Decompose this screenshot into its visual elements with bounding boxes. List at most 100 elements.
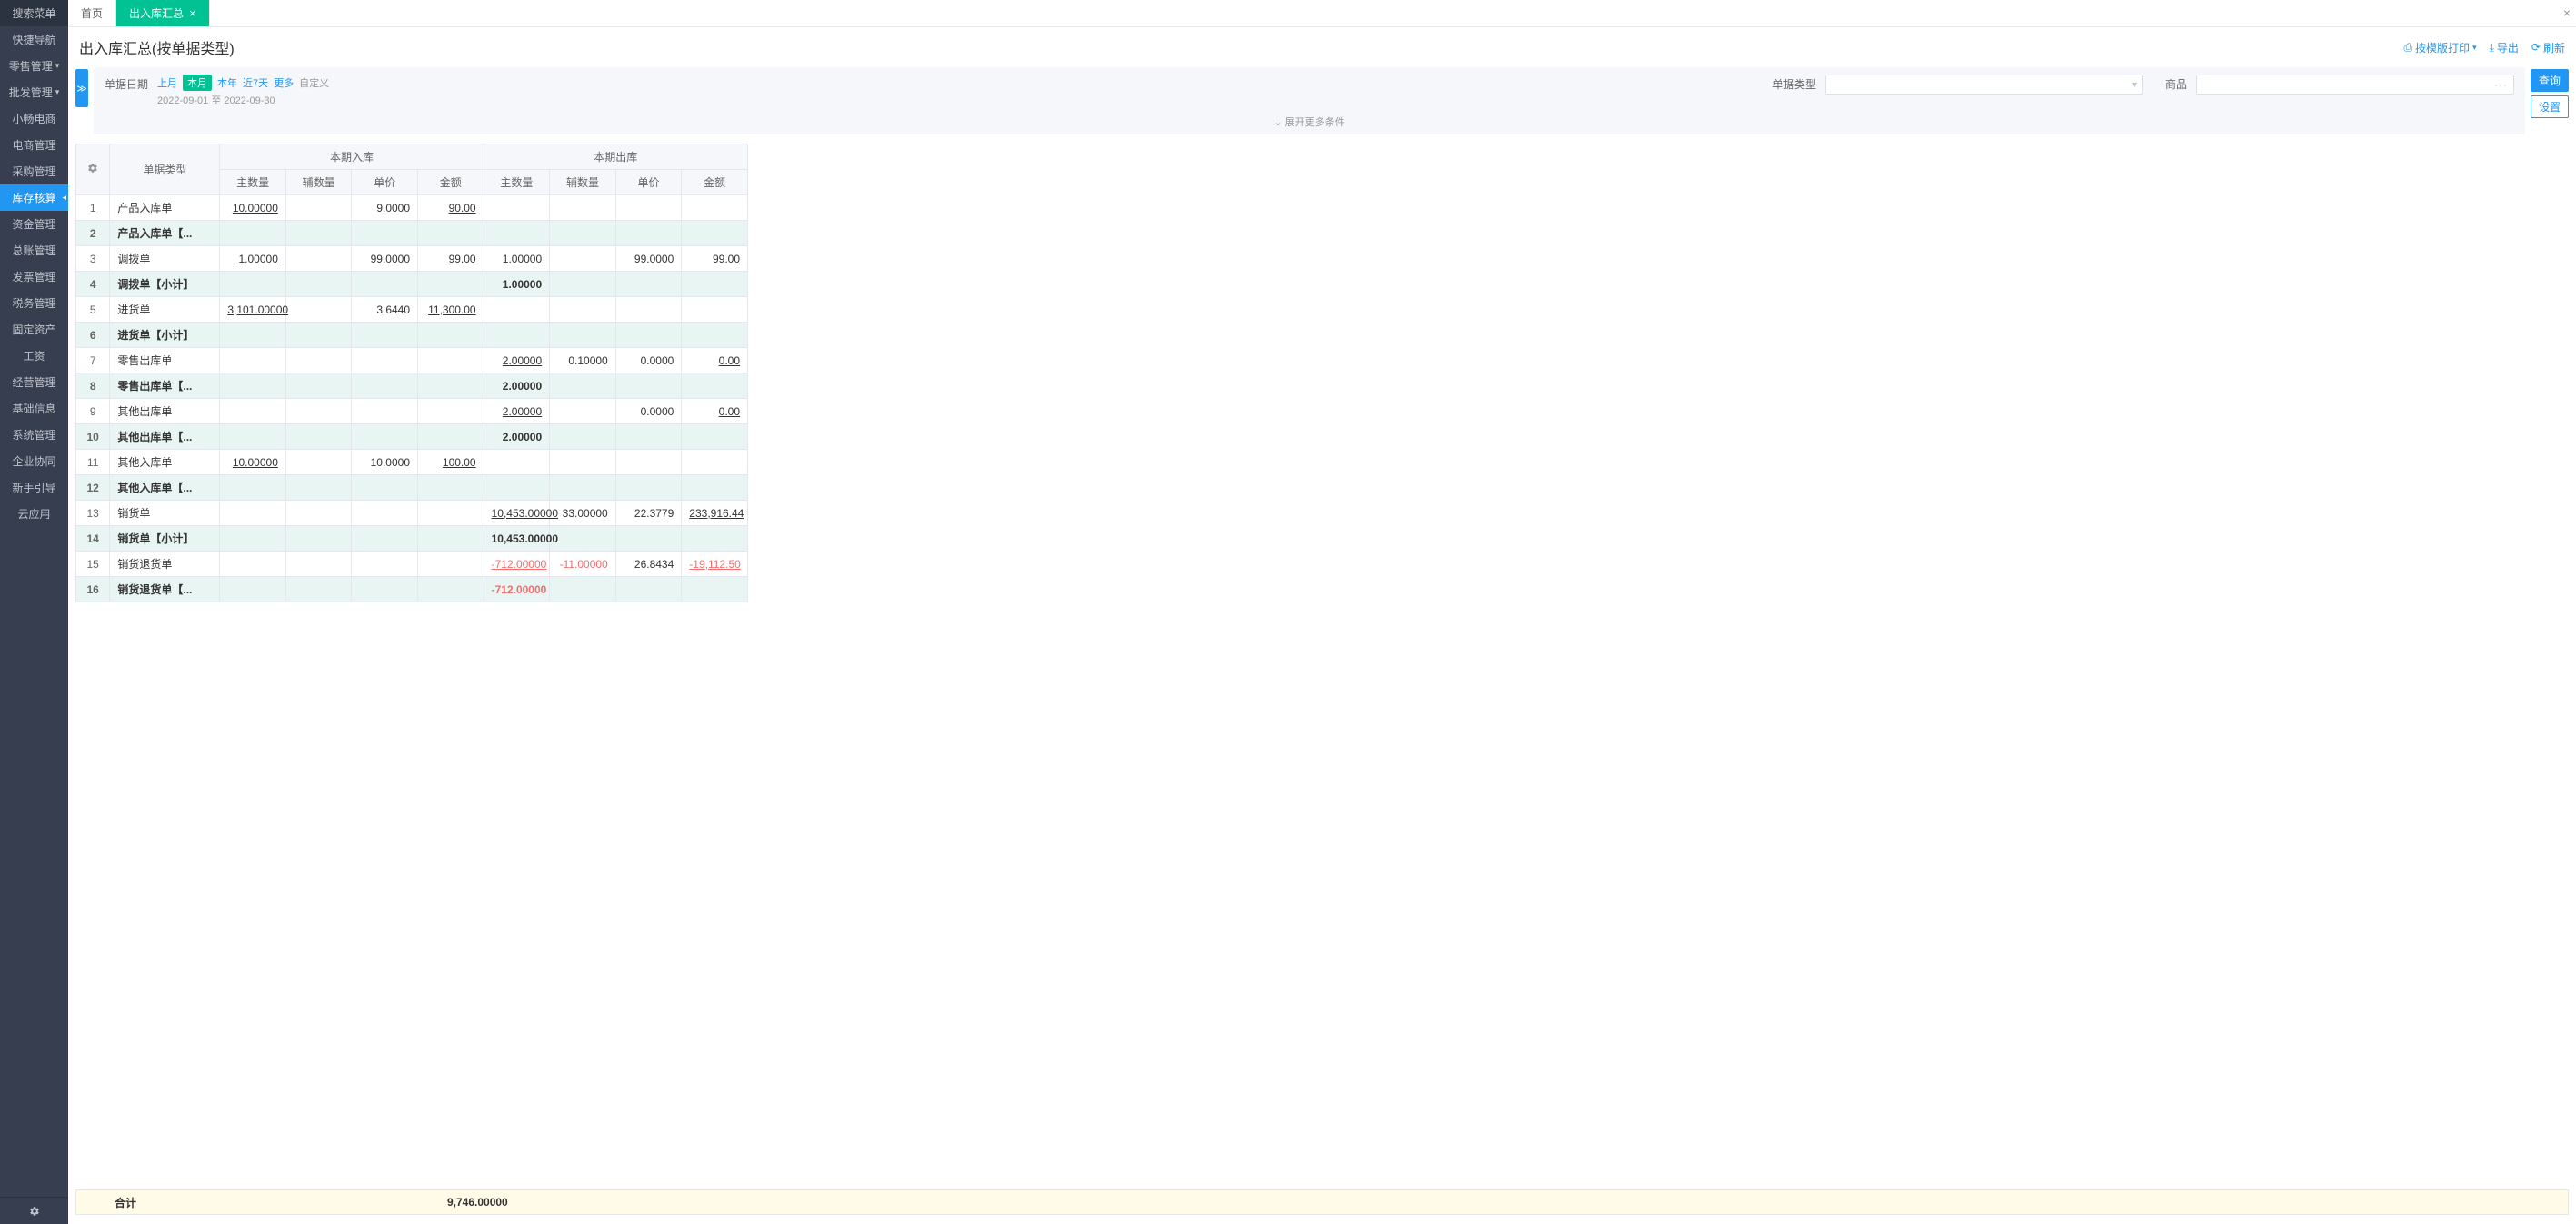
sidebar-item-label: 新手引导 [12, 480, 55, 495]
sidebar-item-1[interactable]: 快捷导航 [0, 26, 68, 53]
settings-button[interactable]: 设置 [2531, 95, 2569, 118]
close-all-icon[interactable]: × [2563, 5, 2571, 20]
table-cell: 3.6440 [352, 297, 418, 323]
tab-close-icon[interactable]: × [189, 6, 196, 20]
table-cell[interactable]: 1.00000 [484, 246, 550, 272]
expand-filters-button[interactable]: ⌄ 展开更多条件 [105, 111, 2514, 134]
table-cell[interactable]: 1.00000 [220, 246, 286, 272]
sidebar-item-0[interactable]: 搜索菜单 [0, 0, 68, 26]
date-opt-thisyear[interactable]: 本年 [217, 75, 237, 90]
date-opt-lastmonth[interactable]: 上月 [157, 75, 177, 90]
filter-product-input[interactable]: ··· [2196, 75, 2514, 95]
sidebar-item-6[interactable]: 采购管理 [0, 158, 68, 184]
table-cell [285, 552, 352, 577]
sidebar-item-17[interactable]: 企业协同 [0, 448, 68, 474]
table-cell [352, 526, 418, 552]
table-cell [352, 552, 418, 577]
collapse-filter-button[interactable]: ≫ [75, 69, 88, 107]
table-cell[interactable]: 11,300.00 [418, 297, 484, 323]
table-cell: 零售出库单 [110, 348, 220, 373]
table-cell [220, 501, 286, 526]
table-cell[interactable]: 100.00 [418, 450, 484, 475]
table-cell[interactable]: 10.00000 [220, 450, 286, 475]
table-cell [550, 373, 616, 399]
sidebar-item-4[interactable]: 小畅电商 [0, 105, 68, 132]
search-button[interactable]: 查询 [2531, 69, 2569, 92]
date-opt-recent7[interactable]: 近7天 [243, 75, 268, 90]
chevron-down-icon: ▾ [2132, 80, 2137, 90]
table-cell[interactable]: 3,101.00000 [220, 297, 286, 323]
table-cell [615, 526, 682, 552]
sidebar-item-19[interactable]: 云应用 [0, 501, 68, 527]
sidebar-item-label: 基础信息 [12, 401, 55, 416]
page-header-actions: ⎙ 按模版打印 ▾ ⤓ 导出 ⟳ 刷新 [2403, 40, 2565, 55]
tabs: 首页 出入库汇总 × × [68, 0, 2576, 27]
table-row: 3调拨单1.0000099.000099.001.0000099.000099.… [76, 246, 748, 272]
table-cell [550, 323, 616, 348]
date-opt-more[interactable]: 更多 [274, 75, 294, 90]
date-opt-thismonth[interactable]: 本月 [183, 75, 212, 91]
sidebar-item-15[interactable]: 基础信息 [0, 395, 68, 422]
table-cell [550, 272, 616, 297]
table-cell [484, 475, 550, 501]
table-cell [418, 577, 484, 602]
table-cell[interactable]: 2.00000 [484, 348, 550, 373]
main: 首页 出入库汇总 × × 出入库汇总(按单据类型) ⎙ 按模版打印 ▾ ⤓ 导出 [68, 0, 2576, 1224]
table-cell[interactable]: 0.00 [682, 399, 748, 424]
table-cell[interactable]: 10.00000 [220, 195, 286, 221]
table-cell [615, 373, 682, 399]
sidebar-item-16[interactable]: 系统管理 [0, 422, 68, 448]
table-cell[interactable]: 0.00 [682, 348, 748, 373]
table-cell [682, 272, 748, 297]
table-row: 13销货单10,453.0000033.0000022.3779233,916.… [76, 501, 748, 526]
print-button[interactable]: ⎙ 按模版打印 ▾ [2403, 40, 2476, 55]
table-row: 9其他出库单2.000000.00000.00 [76, 399, 748, 424]
sidebar-item-9[interactable]: 总账管理 [0, 237, 68, 264]
table-row: 10其他出库单【...2.00000 [76, 424, 748, 450]
table-cell [352, 501, 418, 526]
sidebar-item-14[interactable]: 经营管理 [0, 369, 68, 395]
table-cell[interactable]: 2.00000 [484, 399, 550, 424]
export-button[interactable]: ⤓ 导出 [2490, 40, 2519, 55]
sidebar-item-label: 电商管理 [12, 137, 55, 153]
table-cell [220, 348, 286, 373]
sidebar-item-13[interactable]: 工资 [0, 343, 68, 369]
sidebar-item-7[interactable]: 库存核算◂ [0, 184, 68, 211]
table-cell [220, 577, 286, 602]
tab-active[interactable]: 出入库汇总 × [116, 0, 210, 26]
table-cell[interactable]: 90.00 [418, 195, 484, 221]
filter-date-label: 单据日期 [105, 75, 148, 92]
sidebar-item-12[interactable]: 固定资产 [0, 316, 68, 343]
table-cell [285, 272, 352, 297]
refresh-button[interactable]: ⟳ 刷新 [2531, 40, 2565, 55]
page-title: 出入库汇总(按单据类型) [79, 36, 235, 58]
sidebar-item-3[interactable]: 批发管理▾ [0, 79, 68, 105]
sidebar-item-11[interactable]: 税务管理 [0, 290, 68, 316]
sidebar-item-18[interactable]: 新手引导 [0, 474, 68, 501]
table-cell[interactable]: 10,453.00000 [484, 501, 550, 526]
sidebar-item-10[interactable]: 发票管理 [0, 264, 68, 290]
chevron-down-icon: ▾ [55, 87, 60, 97]
table-row: 7零售出库单2.000000.100000.00000.00 [76, 348, 748, 373]
table-cell [682, 450, 748, 475]
table-cell[interactable]: 99.00 [418, 246, 484, 272]
sidebar-item-5[interactable]: 电商管理 [0, 132, 68, 158]
table-cell[interactable]: -712.00000 [484, 552, 550, 577]
date-opt-custom[interactable]: 自定义 [299, 75, 329, 90]
sidebar-settings[interactable] [0, 1197, 68, 1224]
th-in-price: 单价 [352, 170, 418, 195]
table-cell [682, 577, 748, 602]
filter-doctype-input[interactable]: ▾ [1825, 75, 2143, 95]
table-cell[interactable]: 99.00 [682, 246, 748, 272]
sidebar-item-8[interactable]: 资金管理 [0, 211, 68, 237]
tab-home[interactable]: 首页 [68, 0, 116, 26]
table-cell [550, 297, 616, 323]
table-cell [285, 221, 352, 246]
table-cell[interactable]: 233,916.44 [682, 501, 748, 526]
table-settings-button[interactable] [76, 144, 110, 195]
table-cell[interactable]: -19,112.50 [682, 552, 748, 577]
sidebar-item-label: 发票管理 [12, 269, 55, 284]
sidebar-item-2[interactable]: 零售管理▾ [0, 53, 68, 79]
table-cell [418, 552, 484, 577]
table-cell [220, 323, 286, 348]
